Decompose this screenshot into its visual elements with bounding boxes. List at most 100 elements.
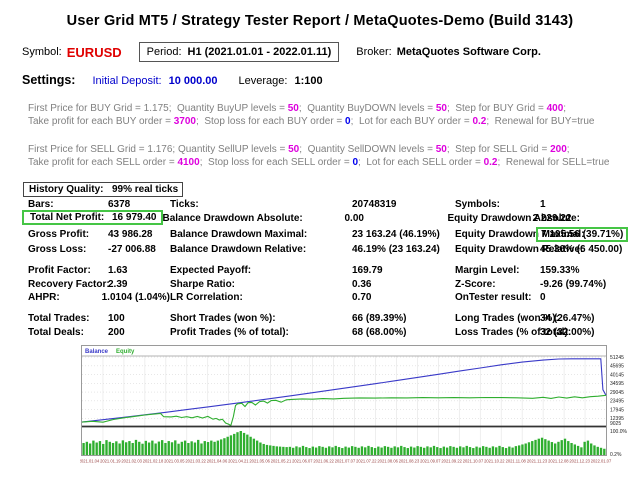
- stat-label: Balance Drawdown Relative:: [170, 244, 307, 255]
- deposit-load-bar: [151, 440, 154, 455]
- param-value: 400: [546, 103, 564, 114]
- x-axis-date-label: 2021.03.05: [164, 459, 185, 464]
- input-parameters: First Price for BUY Grid = 1.175; Quanti…: [28, 102, 640, 169]
- stat-cell: Sharpe Ratio: 0.36: [170, 279, 455, 290]
- stat-value: 200: [108, 326, 125, 338]
- deposit-load-bar: [102, 443, 105, 455]
- deposit-load-bar: [183, 440, 187, 455]
- x-axis-date-label: 2021.08.06: [377, 459, 398, 464]
- deposit-load-bar: [524, 443, 527, 455]
- stat-label: OnTester result:: [455, 292, 532, 303]
- param-text: Take profit for each SELL order =: [28, 157, 178, 168]
- stat-value: 2 229.22: [532, 212, 572, 224]
- deposit-load-bar: [118, 443, 121, 455]
- stat-cell: LR Correlation: 0.70: [170, 292, 455, 303]
- x-axis-date-label: 2021.07.22: [356, 459, 377, 464]
- deposit-load-bar: [459, 446, 462, 455]
- deposit-load-bar: [449, 446, 452, 455]
- deposit-load-bar: [488, 447, 491, 455]
- deposit-load-bar: [144, 440, 147, 455]
- x-axis-date-label: 2021.08.23: [399, 459, 420, 464]
- deposit-load-bar: [465, 445, 468, 455]
- stat-value: 32 (32.00%): [540, 326, 595, 338]
- stat-label: Balance Drawdown Maximal:: [170, 228, 308, 240]
- stat-label: Gross Loss:: [28, 244, 87, 255]
- deposit-load-bar: [170, 442, 174, 455]
- param-value: 50: [287, 103, 299, 114]
- deposit-load-bar: [544, 439, 547, 455]
- stat-cell: Bars: 6378: [20, 199, 170, 210]
- deposit-load-bar: [590, 443, 593, 455]
- symbol-label: Symbol:: [22, 46, 62, 58]
- deposit-load-bar: [157, 441, 161, 455]
- stat-label: Profit Trades (% of total):: [170, 326, 289, 338]
- deposit-load-bar: [599, 447, 603, 455]
- param-text: ; Step for SELL Grid =: [446, 144, 551, 155]
- deposit-load-bar: [596, 446, 599, 455]
- deposit-load-bar: [226, 436, 229, 455]
- deposit-load-bar: [472, 448, 475, 455]
- param-text: First Price for SELL Grid = 1.176; Quant…: [28, 144, 289, 155]
- param-value: 0: [345, 116, 351, 127]
- stat-value: 100: [108, 313, 125, 324]
- deposit-load-bar: [321, 446, 324, 455]
- deposit-load-bar: [390, 447, 393, 455]
- stat-cell: Gross Profit: 43 986.28: [20, 229, 170, 240]
- stat-label: Equity Drawdown Absolute:: [447, 212, 580, 224]
- stats-row: History Quality: 99% real ticks: [20, 182, 640, 197]
- deposit-load-bar: [131, 443, 134, 455]
- stat-value: 1.63: [108, 265, 128, 276]
- stat-cell: Balance Drawdown Absolute: 0.00: [163, 213, 448, 224]
- initial-deposit-label: Initial Deposit:: [92, 75, 162, 87]
- stat-value: 6378: [108, 198, 131, 210]
- stats-row: Total Deals: 200 Profit Trades (% of total…: [20, 327, 640, 338]
- deposit-load-bar: [527, 442, 531, 455]
- deposit-load-bar: [272, 445, 275, 455]
- stats-row: Total Net Profit: 16 979.40 Balance Drawdo…: [20, 210, 640, 225]
- stat-cell: Equity Drawdown Maximal: 7 105.56 (39.71%…: [455, 226, 640, 242]
- deposit-load-bar: [193, 442, 197, 455]
- settings-row: Settings: Initial Deposit: 10 000.00 Lev…: [22, 73, 640, 87]
- deposit-load-bar: [583, 441, 586, 455]
- deposit-load-bar: [285, 447, 288, 455]
- deposit-load-bar: [249, 436, 252, 455]
- param-value: 0: [352, 157, 359, 168]
- deposit-load-bar: [164, 443, 167, 455]
- deposit-load-bar: [200, 443, 203, 455]
- deposit-load-bar: [318, 446, 321, 455]
- stat-cell: Expected Payoff: 169.79: [170, 265, 455, 276]
- stat-cell: Short Trades (won %): 66 (89.39%): [170, 313, 455, 324]
- stat-cell: OnTester result: 0: [455, 292, 640, 303]
- x-axis-date-label: 2021.06.07: [292, 459, 313, 464]
- stat-value: 0.36: [352, 278, 372, 290]
- stat-cell: Profit Factor: 1.63: [20, 265, 170, 276]
- x-axis-date-label: 2021.01.04: [80, 459, 100, 464]
- deposit-load-bar: [560, 440, 563, 455]
- series-line-balance: [81, 358, 607, 423]
- deposit-load-bar: [504, 448, 508, 455]
- deposit-load-bar: [311, 446, 315, 455]
- stat-cell: AHPR: 1.0104 (1.04%): [20, 292, 170, 303]
- stat-value: 23 163.24 (46.19%): [352, 228, 440, 240]
- deposit-load-bar: [82, 443, 85, 455]
- initial-deposit-value: 10 000.00: [168, 75, 218, 87]
- x-axis-date-label: 2021.02.03: [121, 459, 142, 464]
- stat-label: Expected Payoff:: [170, 265, 252, 276]
- stat-value: 0.00: [344, 212, 364, 224]
- param-text: ;: [566, 144, 570, 155]
- deposit-load-bar: [475, 446, 478, 455]
- chart-canvas: 51245 45695 40145 34595 29045 23495 17945 12395…: [79, 345, 628, 464]
- deposit-load-bar: [275, 446, 278, 455]
- deposit-load-bar: [570, 443, 573, 455]
- deposit-load-bar: [337, 447, 341, 455]
- deposit-load-bar: [347, 447, 351, 455]
- y-axis-label: 40145: [610, 372, 624, 378]
- series-line-equity: [81, 394, 607, 427]
- symbol-value: EURUSD: [66, 44, 122, 60]
- deposit-load-bar: [580, 447, 583, 455]
- stat-value: 68 (68.00%): [352, 326, 407, 338]
- stat-cell: Ticks: 20748319: [170, 199, 455, 210]
- stat-cell: Symbols: 1: [455, 199, 640, 210]
- stat-value: 1.0104 (1.04%): [101, 292, 170, 303]
